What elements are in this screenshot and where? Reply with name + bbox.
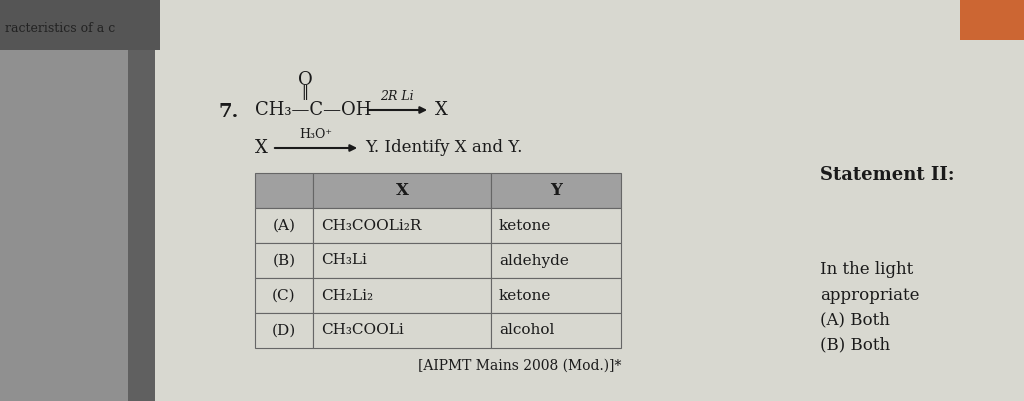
Bar — [490, 173, 621, 208]
Bar — [313, 243, 490, 278]
Text: O: O — [298, 71, 312, 89]
Text: Y. Identify X and Y.: Y. Identify X and Y. — [365, 140, 522, 156]
Text: ‖: ‖ — [301, 85, 308, 99]
Text: [AIPMT Mains 2008 (Mod.)]*: [AIPMT Mains 2008 (Mod.)]* — [418, 359, 621, 373]
Bar — [255, 208, 313, 243]
Text: 7.: 7. — [218, 103, 239, 121]
Text: In the light: In the light — [820, 261, 913, 279]
Text: (D): (D) — [272, 324, 296, 338]
Bar — [0, 0, 130, 401]
Text: Statement II:: Statement II: — [820, 166, 954, 184]
Bar — [155, 0, 1024, 401]
Bar — [0, 0, 155, 401]
Text: CH₃—C—OH: CH₃—C—OH — [255, 101, 372, 119]
Text: (B) Both: (B) Both — [820, 336, 890, 354]
Text: CH₃Li: CH₃Li — [321, 253, 367, 267]
Bar — [490, 313, 621, 348]
Bar — [255, 243, 313, 278]
Bar — [255, 313, 313, 348]
Text: X: X — [255, 139, 268, 157]
Text: ketone: ketone — [499, 288, 551, 302]
Bar — [313, 173, 490, 208]
Bar — [128, 0, 158, 401]
Bar — [490, 278, 621, 313]
Bar — [313, 278, 490, 313]
Bar — [313, 208, 490, 243]
Bar — [313, 313, 490, 348]
Text: (A): (A) — [272, 219, 296, 233]
Text: Y: Y — [550, 182, 562, 199]
Text: CH₂Li₂: CH₂Li₂ — [321, 288, 373, 302]
Bar — [0, 0, 160, 50]
Text: (A) Both: (A) Both — [820, 312, 890, 328]
Text: X: X — [395, 182, 409, 199]
Text: CH₃COOLi: CH₃COOLi — [321, 324, 403, 338]
Text: alcohol: alcohol — [499, 324, 554, 338]
Text: CH₃COOLi₂R: CH₃COOLi₂R — [321, 219, 421, 233]
Bar — [490, 208, 621, 243]
Text: racteristics of a c: racteristics of a c — [5, 22, 116, 34]
Text: X: X — [435, 101, 447, 119]
Text: aldehyde: aldehyde — [499, 253, 569, 267]
Text: appropriate: appropriate — [820, 286, 920, 304]
Bar — [255, 278, 313, 313]
Text: 2R Li: 2R Li — [380, 91, 414, 103]
Text: H₃O⁺: H₃O⁺ — [299, 128, 333, 142]
Bar — [961, 0, 1024, 40]
Text: (C): (C) — [272, 288, 296, 302]
Text: ketone: ketone — [499, 219, 551, 233]
Bar — [490, 243, 621, 278]
Text: (B): (B) — [272, 253, 296, 267]
Bar — [255, 173, 313, 208]
